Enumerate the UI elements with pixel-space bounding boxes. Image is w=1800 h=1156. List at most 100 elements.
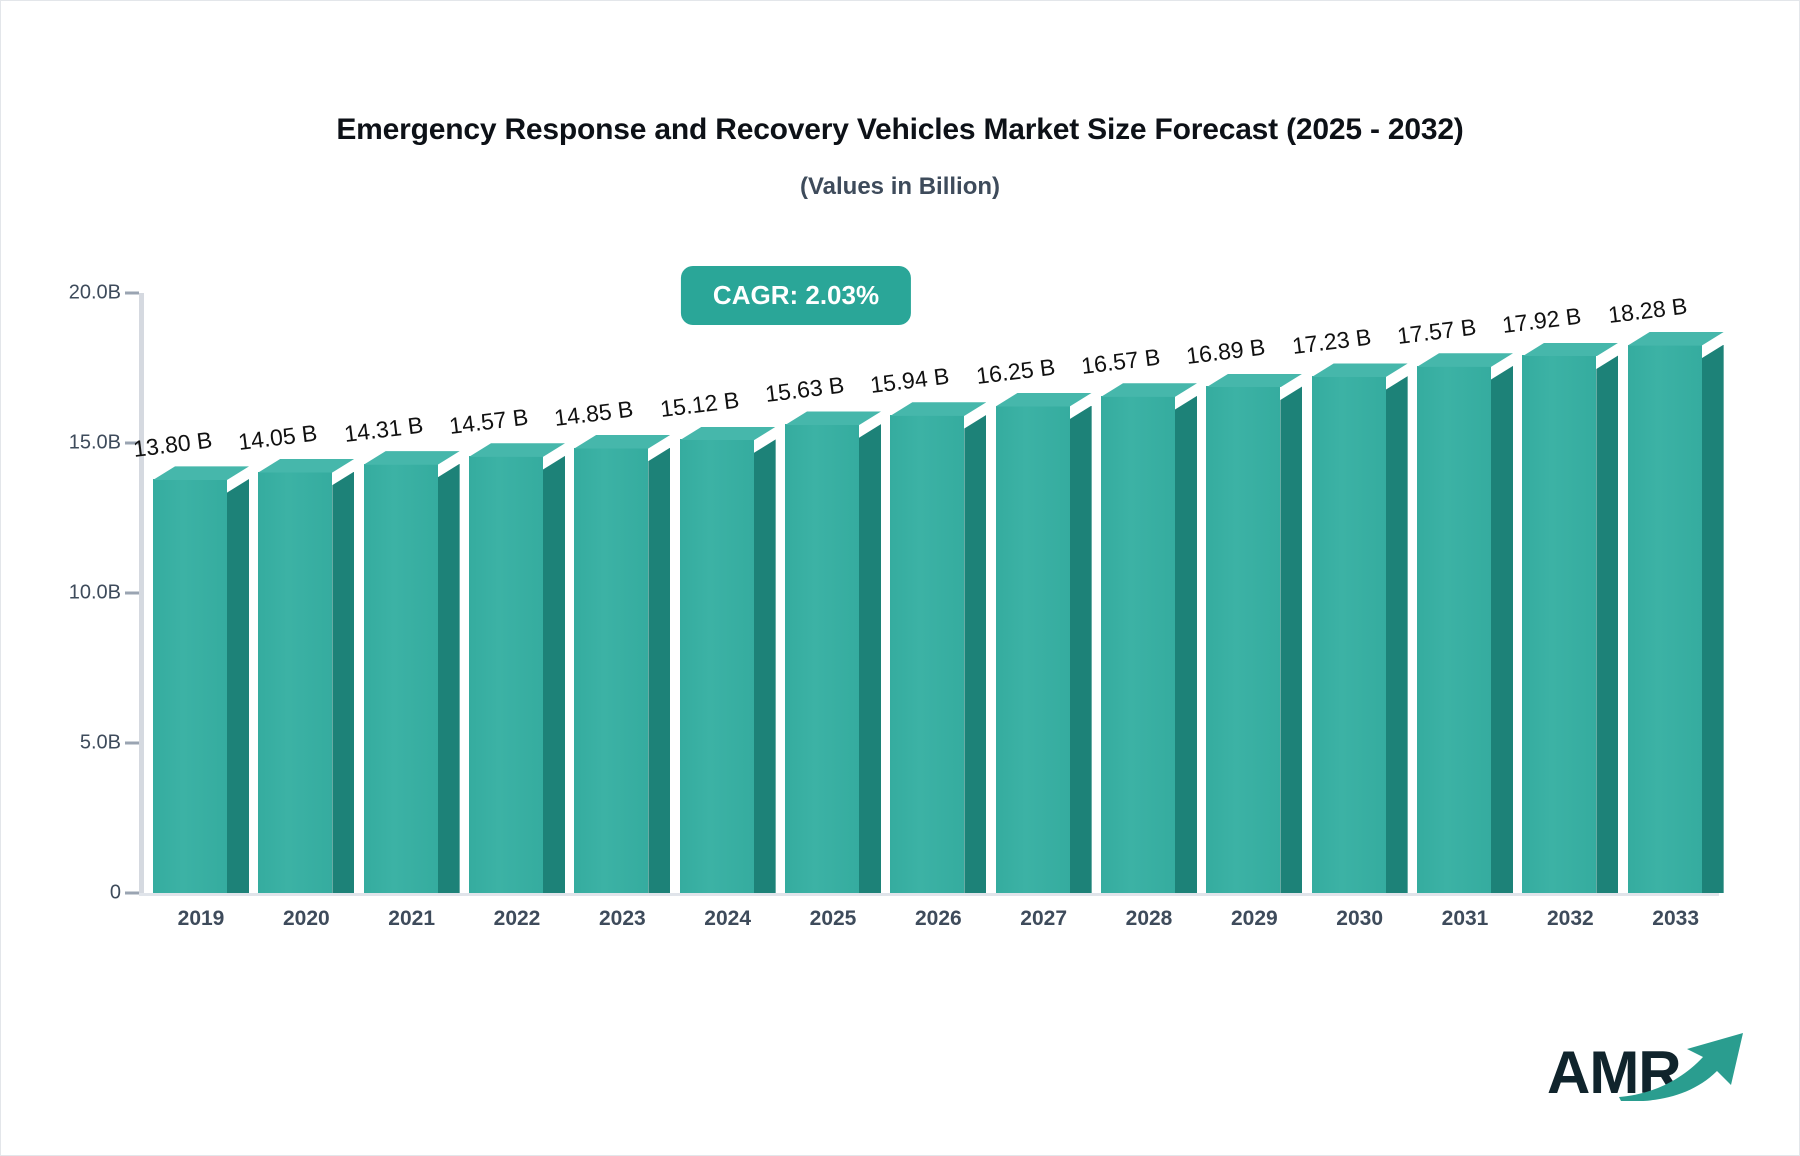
- bar: [1417, 353, 1513, 893]
- bar-top-face: [469, 443, 565, 457]
- bar-front-face: [363, 463, 438, 893]
- y-axis-line: [139, 293, 144, 893]
- bar-side-face: [1175, 395, 1197, 893]
- bar-front-face: [469, 455, 543, 893]
- bar-top-face: [890, 402, 987, 416]
- y-axis-tick-label: 15.0B: [68, 431, 121, 454]
- bar-value-label: 14.31 B: [342, 411, 425, 447]
- growth-arrow-icon: [1619, 1033, 1743, 1101]
- x-axis-label: 2023: [598, 907, 646, 930]
- bar-side-face: [1596, 355, 1619, 893]
- y-axis-tick-mark: [125, 891, 139, 895]
- bar-top-face: [679, 426, 776, 441]
- bar-value-label: 14.57 B: [447, 403, 530, 439]
- bar-front-face: [1417, 365, 1491, 893]
- x-axis-label: 2032: [1546, 907, 1594, 930]
- bar-front-face: [1311, 376, 1386, 893]
- bar: [1627, 331, 1724, 893]
- bar-front-face: [574, 447, 649, 893]
- page-title: Emergency Response and Recovery Vehicles…: [336, 113, 1464, 146]
- bar-top-face: [1206, 373, 1303, 388]
- bar: [1311, 363, 1408, 893]
- bar-side-face: [227, 479, 249, 893]
- x-axis-label: 2026: [914, 907, 962, 930]
- y-axis-tick-label: 20.0B: [68, 281, 121, 304]
- bar-front-face: [1627, 344, 1702, 893]
- bar: [679, 426, 776, 893]
- bar-front-face: [1522, 355, 1597, 893]
- x-axis-label: 2029: [1230, 907, 1278, 930]
- bar-side-face: [332, 471, 355, 893]
- x-axis-label: 2024: [704, 907, 752, 930]
- bar: [1101, 383, 1197, 893]
- bar-value-label: 15.12 B: [658, 386, 741, 423]
- bar-value-label: 16.57 B: [1079, 343, 1162, 379]
- bar-value-label: 17.57 B: [1395, 313, 1478, 349]
- x-axis-label: 2030: [1336, 907, 1384, 930]
- bar-front-face: [153, 479, 227, 893]
- bar-front-face: [785, 424, 859, 893]
- amr-logo: AMR: [1547, 1021, 1747, 1113]
- bar: [1522, 342, 1619, 893]
- chart-subtitle: (Values in Billion): [799, 173, 1001, 200]
- bar-side-face: [1491, 365, 1513, 893]
- bar-value-label: 16.25 B: [974, 353, 1057, 389]
- bar-front-face: [1206, 386, 1281, 893]
- plot-area: 20.0B 15.0B 10.0B 5.0B 0 13.80 B 14.05 B 14.31…: [69, 282, 1724, 930]
- x-axis-label: 2020: [282, 907, 330, 930]
- bar-front-face: [258, 471, 333, 893]
- x-axis-label: 2019: [177, 907, 225, 930]
- bar-front-face: [995, 405, 1070, 893]
- bar-value-label: 14.85 B: [553, 395, 635, 431]
- bar-value-label: 17.23 B: [1290, 323, 1373, 360]
- bar-value-label: 18.28 B: [1606, 292, 1689, 328]
- x-axis-label: 2028: [1125, 907, 1173, 930]
- bar-side-face: [859, 424, 881, 893]
- bar-front-face: [679, 439, 754, 893]
- bar: [469, 443, 565, 893]
- bar-value-label: 17.92 B: [1501, 302, 1583, 339]
- x-axis-label: 2021: [388, 907, 436, 930]
- bar-top-face: [258, 458, 355, 473]
- bar-side-face: [753, 439, 776, 893]
- bar-top-face: [1311, 363, 1408, 378]
- bar-value-label: 14.05 B: [237, 419, 319, 455]
- bar-side-face: [1280, 386, 1303, 893]
- bar-value-label: 16.89 B: [1185, 333, 1267, 370]
- bar-side-face: [1701, 344, 1724, 893]
- y-axis-tick-mark: [125, 741, 139, 745]
- y-axis-tick-label: 5.0B: [79, 731, 121, 754]
- bar-side-face: [1385, 376, 1408, 893]
- y-axis-tick-label: 10.0B: [68, 581, 121, 604]
- x-axis-label: 2022: [493, 907, 541, 930]
- cagr-badge: CAGR: 2.03%: [680, 266, 912, 325]
- bar: [153, 466, 249, 893]
- y-axis-tick-mark: [125, 591, 139, 595]
- x-axis-label: 2031: [1441, 907, 1489, 930]
- bar-top-face: [1101, 383, 1197, 397]
- x-axis-label: 2033: [1652, 907, 1700, 930]
- bar-top-face: [363, 451, 460, 465]
- bar-side-face: [648, 447, 671, 893]
- bar: [1206, 373, 1303, 893]
- bar: [785, 411, 881, 893]
- bar-side-face: [437, 463, 460, 893]
- x-axis-line: [139, 893, 1719, 896]
- bar-value-label: 15.63 B: [763, 371, 846, 408]
- x-axis-label: 2025: [809, 907, 857, 930]
- bar-top-face: [1522, 342, 1619, 357]
- bar-side-face: [964, 414, 987, 893]
- bar-top-face: [574, 434, 671, 449]
- bar-value-label: 13.80 B: [131, 426, 214, 463]
- bar: [258, 458, 355, 893]
- bar-top-face: [785, 411, 881, 426]
- bar-side-face: [1069, 405, 1092, 893]
- bar-front-face: [1101, 395, 1175, 893]
- bar-side-face: [543, 455, 565, 893]
- bar: [574, 434, 671, 893]
- bar: [995, 392, 1092, 893]
- x-axis-label: 2027: [1020, 907, 1068, 930]
- bar-top-face: [1627, 331, 1724, 346]
- y-axis-tick-mark: [125, 291, 139, 295]
